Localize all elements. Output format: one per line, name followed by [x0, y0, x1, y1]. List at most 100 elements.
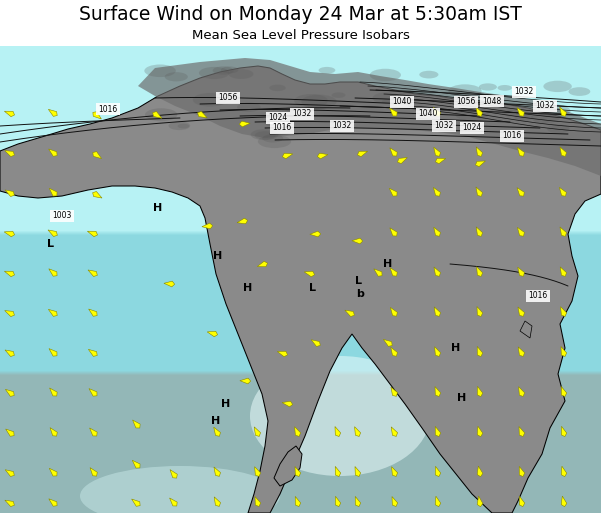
- Polygon shape: [476, 107, 483, 116]
- Polygon shape: [434, 267, 441, 277]
- Ellipse shape: [454, 98, 482, 110]
- Polygon shape: [335, 426, 341, 437]
- Polygon shape: [198, 111, 207, 118]
- Polygon shape: [358, 151, 368, 156]
- Polygon shape: [49, 188, 57, 196]
- Polygon shape: [48, 309, 57, 317]
- Polygon shape: [0, 66, 601, 513]
- Polygon shape: [237, 218, 248, 224]
- Ellipse shape: [537, 104, 570, 117]
- Text: 1032: 1032: [514, 88, 534, 96]
- Ellipse shape: [547, 125, 570, 133]
- Polygon shape: [477, 267, 483, 277]
- Ellipse shape: [237, 103, 261, 112]
- Text: b: b: [356, 289, 364, 299]
- Polygon shape: [392, 467, 398, 477]
- Polygon shape: [517, 108, 524, 116]
- Ellipse shape: [502, 110, 519, 116]
- Polygon shape: [5, 429, 14, 436]
- Ellipse shape: [398, 89, 412, 95]
- Polygon shape: [89, 388, 97, 396]
- Polygon shape: [435, 386, 441, 397]
- Polygon shape: [476, 227, 483, 236]
- Ellipse shape: [373, 92, 401, 104]
- Ellipse shape: [221, 66, 239, 73]
- Text: 1016: 1016: [502, 131, 522, 141]
- Polygon shape: [561, 346, 567, 357]
- Polygon shape: [355, 427, 361, 437]
- Text: L: L: [46, 239, 53, 249]
- Text: 1016: 1016: [99, 105, 118, 113]
- Ellipse shape: [262, 134, 283, 143]
- Ellipse shape: [479, 83, 497, 91]
- Ellipse shape: [294, 94, 328, 108]
- Polygon shape: [5, 389, 14, 397]
- Polygon shape: [561, 386, 567, 397]
- Polygon shape: [435, 426, 441, 437]
- Text: 1032: 1032: [332, 122, 352, 130]
- Polygon shape: [207, 331, 218, 337]
- Polygon shape: [132, 499, 140, 506]
- Polygon shape: [254, 427, 261, 437]
- Polygon shape: [436, 159, 446, 164]
- Polygon shape: [317, 153, 328, 159]
- Ellipse shape: [168, 122, 191, 130]
- Polygon shape: [49, 388, 57, 396]
- Polygon shape: [433, 187, 441, 196]
- Polygon shape: [477, 306, 483, 317]
- Ellipse shape: [569, 87, 590, 96]
- Polygon shape: [257, 261, 267, 267]
- Polygon shape: [88, 270, 97, 277]
- Polygon shape: [355, 466, 361, 477]
- Text: H: H: [212, 416, 221, 426]
- Polygon shape: [435, 496, 441, 507]
- Polygon shape: [517, 188, 524, 196]
- Polygon shape: [390, 228, 397, 236]
- Polygon shape: [93, 112, 102, 119]
- Polygon shape: [4, 111, 14, 116]
- Polygon shape: [49, 269, 57, 276]
- Polygon shape: [133, 420, 140, 428]
- Polygon shape: [49, 149, 57, 156]
- Polygon shape: [383, 340, 392, 346]
- Polygon shape: [519, 466, 525, 477]
- Text: 1024: 1024: [462, 124, 481, 132]
- Ellipse shape: [285, 106, 302, 112]
- Text: H: H: [383, 259, 392, 269]
- Polygon shape: [477, 426, 483, 437]
- Ellipse shape: [193, 93, 227, 107]
- Polygon shape: [434, 307, 441, 317]
- Text: H: H: [243, 283, 252, 293]
- Polygon shape: [93, 152, 102, 159]
- Ellipse shape: [455, 107, 489, 121]
- Polygon shape: [277, 351, 287, 357]
- Polygon shape: [311, 340, 320, 346]
- Text: 1024: 1024: [269, 113, 288, 123]
- Ellipse shape: [255, 131, 276, 140]
- Text: 1032: 1032: [535, 102, 555, 110]
- Polygon shape: [518, 307, 525, 317]
- Text: 1056: 1056: [456, 97, 475, 107]
- Polygon shape: [397, 157, 407, 164]
- Polygon shape: [240, 378, 251, 384]
- Polygon shape: [5, 310, 14, 317]
- Ellipse shape: [264, 119, 285, 127]
- Text: 1003: 1003: [52, 211, 72, 221]
- Polygon shape: [477, 346, 483, 357]
- Ellipse shape: [199, 67, 230, 79]
- Polygon shape: [435, 347, 441, 357]
- Polygon shape: [4, 271, 14, 277]
- Text: H: H: [457, 393, 466, 403]
- Ellipse shape: [332, 92, 346, 98]
- Polygon shape: [561, 426, 567, 437]
- Text: 1048: 1048: [483, 96, 502, 106]
- Polygon shape: [50, 428, 57, 436]
- Ellipse shape: [250, 356, 430, 476]
- Ellipse shape: [543, 81, 572, 92]
- Ellipse shape: [177, 124, 189, 128]
- Polygon shape: [87, 231, 97, 236]
- Polygon shape: [518, 347, 525, 357]
- Ellipse shape: [419, 71, 439, 78]
- Polygon shape: [48, 109, 57, 116]
- Polygon shape: [475, 161, 486, 167]
